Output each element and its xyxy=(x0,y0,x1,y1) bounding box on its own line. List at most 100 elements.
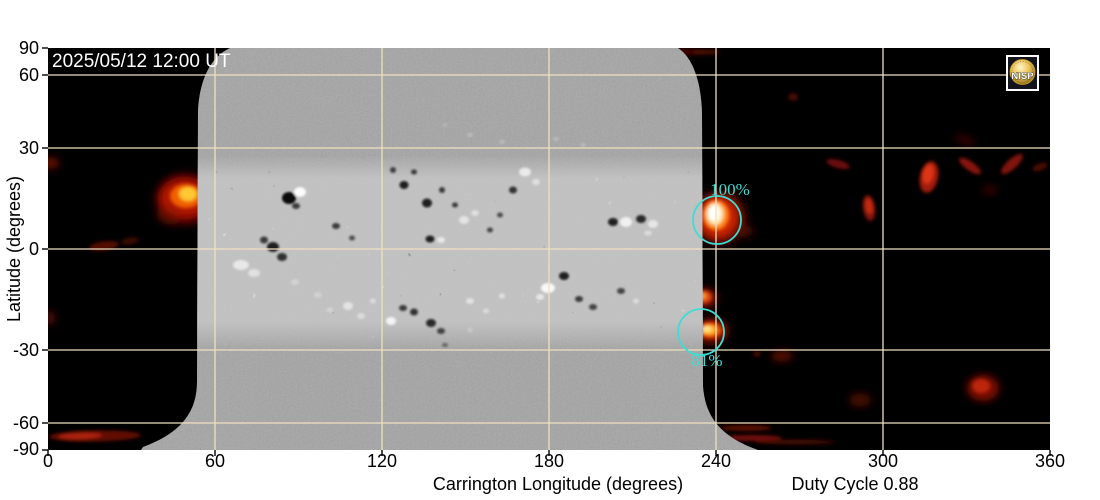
magnetogram-feature xyxy=(483,308,489,314)
farside-hotspot xyxy=(708,205,720,221)
y-tick-30: 30 xyxy=(19,138,39,158)
farside-hotspot xyxy=(972,379,990,393)
magnetogram-feature xyxy=(620,217,632,227)
y-tick-m60: -60 xyxy=(13,413,39,433)
farside-hotspot xyxy=(982,186,998,194)
magnetogram-disk xyxy=(141,48,758,450)
x-tick-120: 120 xyxy=(367,451,397,471)
magnetogram-feature xyxy=(608,218,618,226)
magnetogram-feature xyxy=(349,235,355,241)
farside-hotspot xyxy=(755,439,835,445)
magnetogram-feature xyxy=(291,279,299,285)
farside-hotspot xyxy=(771,350,793,362)
farside-hotspot xyxy=(720,425,772,431)
magnetogram-feature xyxy=(370,298,376,304)
magnetogram-feature xyxy=(437,328,445,334)
nisp-ring-text-icon xyxy=(1011,61,1034,83)
magnetogram-feature xyxy=(357,313,365,319)
detection-annotations: 100% 81% xyxy=(677,180,750,370)
magnetogram-feature xyxy=(439,187,445,193)
magnetogram-feature xyxy=(442,343,448,347)
farside-hotspot xyxy=(1032,162,1048,172)
detection-label: 81% xyxy=(691,351,722,370)
magnetogram-feature xyxy=(422,198,432,208)
magnetogram-feature xyxy=(633,298,639,304)
magnetogram-feature xyxy=(499,293,505,299)
magnetogram-feature xyxy=(326,307,334,313)
farside-hotspot xyxy=(702,326,712,332)
y-tick-m90: -90 xyxy=(13,439,39,459)
magnetogram-feature xyxy=(267,242,279,252)
y-tick-0: 0 xyxy=(29,239,39,259)
magnetogram-feature xyxy=(248,269,260,277)
magnetogram-feature xyxy=(466,298,474,304)
x-tick-300: 300 xyxy=(868,451,898,471)
farside-hotspot xyxy=(954,134,976,146)
magnetogram-feature xyxy=(471,210,479,216)
magnetogram-feature xyxy=(426,319,436,327)
farside-hotspot xyxy=(58,432,102,440)
timestamp-label: 2025/05/12 12:00 UT xyxy=(52,51,231,72)
farside-hotspot xyxy=(179,187,197,201)
magnetogram-feature xyxy=(499,140,505,144)
magnetogram-feature xyxy=(467,133,473,137)
y-tick-m30: -30 xyxy=(13,340,39,360)
axis-ticks xyxy=(42,47,1051,456)
magnetogram-feature xyxy=(332,223,340,229)
magnetogram-feature xyxy=(636,215,646,223)
magnetogram-feature xyxy=(292,203,300,209)
magnetogram-feature xyxy=(386,317,396,325)
magnetogram-feature xyxy=(452,202,458,208)
magnetogram-feature xyxy=(314,292,322,298)
magnetogram-feature xyxy=(411,169,417,175)
magnetogram-feature xyxy=(589,304,597,310)
farside-hotspot xyxy=(156,207,180,225)
farside-hotspot xyxy=(864,198,874,214)
detection-circle xyxy=(692,195,742,245)
magnetogram-feature xyxy=(277,253,287,261)
x-tick-360: 360 xyxy=(1035,451,1065,471)
nisp-logo-text: NISP xyxy=(1011,71,1034,82)
y-tick-60: 60 xyxy=(19,65,39,85)
magnetogram-feature xyxy=(467,327,473,333)
x-tick-60: 60 xyxy=(205,451,225,471)
magnetogram-feature xyxy=(559,272,569,280)
magnetogram-feature xyxy=(233,260,249,270)
y-tick-90: 90 xyxy=(19,38,39,58)
farside-hotspot xyxy=(922,164,934,184)
duty-cycle-label: Duty Cycle 0.88 xyxy=(791,474,918,494)
magnetogram-feature xyxy=(575,296,583,302)
magnetogram-feature xyxy=(617,288,625,294)
magnetogram-feature xyxy=(541,283,555,293)
magnetogram-feature xyxy=(282,192,296,204)
magnetogram-feature xyxy=(260,236,268,244)
magnetogram-feature xyxy=(399,181,409,189)
x-tick-180: 180 xyxy=(534,451,564,471)
farside-hotspot xyxy=(788,93,798,101)
x-tick-0: 0 xyxy=(43,451,53,471)
magnetogram-feature xyxy=(459,216,469,224)
magnetogram-feature xyxy=(553,137,559,141)
magnetogram-feature xyxy=(410,308,418,316)
nisp-logo: NISP xyxy=(1006,55,1039,91)
magnetogram-feature xyxy=(399,305,407,311)
magnetogram-feature xyxy=(343,302,353,310)
magnetogram-feature xyxy=(437,237,445,243)
farside-hotspot xyxy=(826,159,850,169)
detection-circle xyxy=(677,308,725,356)
magnetogram-feature xyxy=(425,235,435,243)
farside-hotspot xyxy=(959,157,981,175)
farside-hotspot xyxy=(737,225,753,237)
farside-hotspot xyxy=(1001,153,1023,175)
magnetogram-feature xyxy=(390,167,396,173)
x-axis-title: Carrington Longitude (degrees) xyxy=(433,474,683,494)
detection-label: 100% xyxy=(710,180,750,199)
farside-hotspot xyxy=(692,49,720,55)
gridlines xyxy=(48,48,1050,450)
y-axis-tick-labels: 90 60 30 0 -30 -60 -90 xyxy=(13,38,39,459)
magnetogram-feature xyxy=(648,220,658,228)
magnetogram-feature xyxy=(294,187,306,197)
farside-hotspot xyxy=(48,311,55,325)
